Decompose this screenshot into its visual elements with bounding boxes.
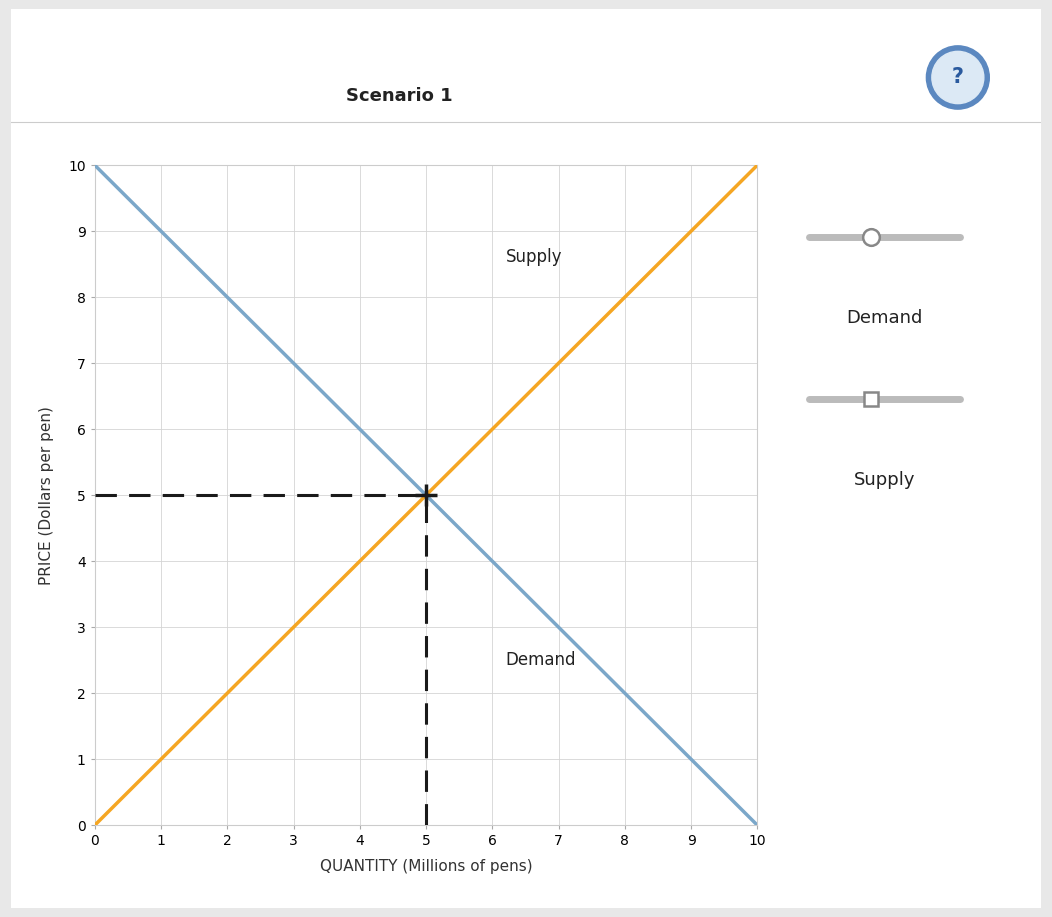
Text: Demand: Demand	[506, 651, 576, 669]
Text: Demand: Demand	[847, 309, 923, 327]
Text: Supply: Supply	[854, 471, 915, 489]
Text: Supply: Supply	[506, 249, 562, 267]
Circle shape	[927, 46, 989, 109]
Text: ?: ?	[952, 68, 964, 87]
Y-axis label: PRICE (Dollars per pen): PRICE (Dollars per pen)	[39, 405, 54, 585]
Circle shape	[932, 51, 984, 104]
Text: Scenario 1: Scenario 1	[346, 87, 453, 105]
X-axis label: QUANTITY (Millions of pens): QUANTITY (Millions of pens)	[320, 859, 532, 875]
